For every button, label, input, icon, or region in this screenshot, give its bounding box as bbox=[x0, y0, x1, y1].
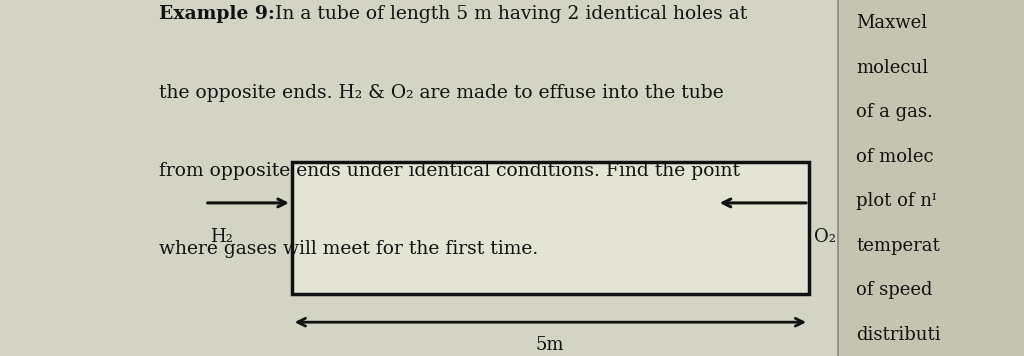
Text: the opposite ends. H₂ & O₂ are made to effuse into the tube: the opposite ends. H₂ & O₂ are made to e… bbox=[159, 84, 724, 102]
Text: In a tube of length 5 m having 2 identical holes at: In a tube of length 5 m having 2 identic… bbox=[269, 5, 748, 23]
Text: molecul: molecul bbox=[856, 59, 928, 77]
Text: temperat: temperat bbox=[856, 237, 940, 255]
Text: distributi: distributi bbox=[856, 326, 941, 344]
Text: H₂: H₂ bbox=[210, 228, 232, 246]
Text: of a gas.: of a gas. bbox=[856, 103, 933, 121]
Bar bbox=[838, 0, 1024, 356]
Text: of molec: of molec bbox=[856, 148, 934, 166]
Text: where gases will meet for the first time.: where gases will meet for the first time… bbox=[159, 240, 538, 258]
Bar bbox=[292, 162, 809, 294]
Text: Example 9:: Example 9: bbox=[159, 5, 274, 23]
Text: Maxwel: Maxwel bbox=[856, 14, 927, 32]
Text: plot of nᴵ: plot of nᴵ bbox=[856, 192, 937, 210]
Text: of speed: of speed bbox=[856, 281, 933, 299]
Text: 5m: 5m bbox=[536, 336, 564, 355]
Text: O₂: O₂ bbox=[814, 228, 836, 246]
Text: from opposite ends under identical conditions. Find the point: from opposite ends under identical condi… bbox=[159, 162, 739, 180]
